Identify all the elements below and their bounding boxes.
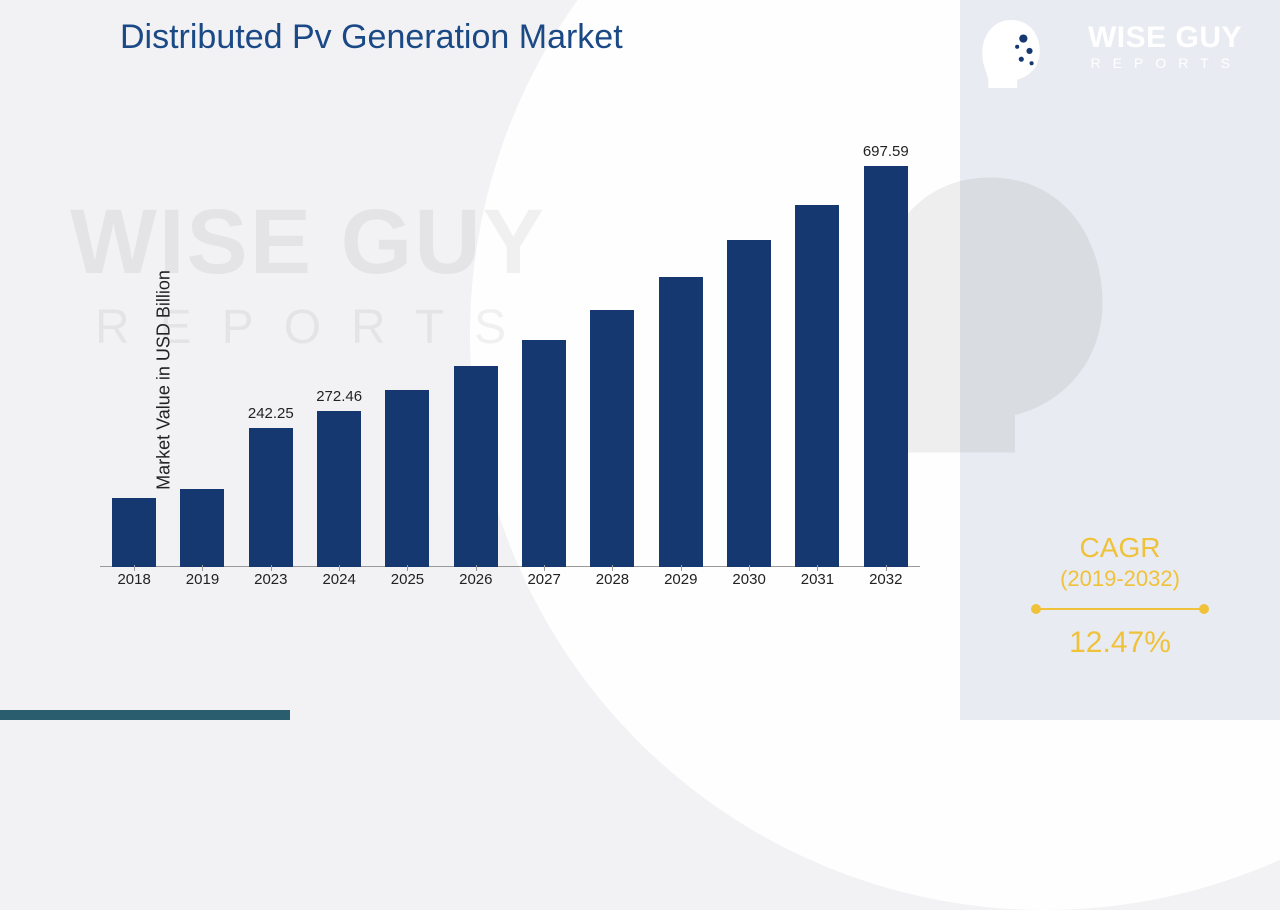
brand-line-2: REPORTS — [1088, 56, 1242, 71]
bar — [317, 411, 361, 567]
bar — [727, 240, 771, 567]
bar-wrap — [578, 310, 646, 567]
x-tick-label: 2023 — [237, 571, 305, 595]
bar — [249, 428, 293, 567]
chart-title: Distributed Pv Generation Market — [120, 18, 623, 57]
x-tick-label: 2025 — [373, 571, 441, 595]
x-tick-label: 2032 — [852, 571, 920, 595]
bar — [454, 366, 498, 567]
bar — [659, 277, 703, 567]
bar — [795, 205, 839, 567]
x-tick-label: 2031 — [783, 571, 851, 595]
bar — [385, 390, 429, 567]
bar-wrap — [373, 390, 441, 567]
x-labels-container: 2018201920232024202520262027202820292030… — [100, 571, 920, 595]
bar — [590, 310, 634, 567]
x-tick-label: 2024 — [305, 571, 373, 595]
bar — [522, 340, 566, 567]
cagr-block: CAGR (2019-2032) 12.47% — [1000, 532, 1240, 660]
x-tick-label: 2028 — [578, 571, 646, 595]
bar-wrap — [647, 277, 715, 567]
cagr-divider — [1035, 608, 1205, 610]
bar — [112, 498, 156, 567]
x-tick-label: 2018 — [100, 571, 168, 595]
bar — [864, 166, 908, 567]
x-tick-label: 2019 — [168, 571, 236, 595]
brand-head-icon — [980, 18, 1042, 90]
canvas: Distributed Pv Generation Market WISE GU… — [0, 0, 1280, 720]
bottom-accent-bar — [0, 710, 290, 720]
bar-wrap — [783, 205, 851, 567]
bar-wrap: 272.46 — [305, 411, 373, 567]
bar-wrap: 242.25 — [237, 428, 305, 567]
x-tick-label: 2029 — [647, 571, 715, 595]
bar-wrap — [100, 498, 168, 567]
bar-wrap — [715, 240, 783, 567]
bar-wrap — [510, 340, 578, 567]
bar — [180, 489, 224, 567]
cagr-label: CAGR — [1000, 532, 1240, 564]
bar-wrap: 697.59 — [852, 166, 920, 567]
bars-container: 242.25272.46697.59 — [100, 165, 920, 567]
brand-line-1: WISE GUY — [1088, 22, 1242, 54]
brand-block: WISE GUY REPORTS — [1088, 22, 1242, 70]
bar-value-label: 242.25 — [248, 405, 294, 422]
cagr-value: 12.47% — [1000, 626, 1240, 660]
x-tick-label: 2026 — [442, 571, 510, 595]
bar-chart: Market Value in USD Billion 242.25272.46… — [70, 165, 920, 595]
bar-value-label: 272.46 — [316, 388, 362, 405]
bar-wrap — [168, 489, 236, 567]
x-tick-label: 2030 — [715, 571, 783, 595]
cagr-range: (2019-2032) — [1000, 566, 1240, 592]
plot-area: 242.25272.46697.59 201820192023202420252… — [100, 165, 920, 595]
bar-value-label: 697.59 — [863, 143, 909, 160]
bar-wrap — [442, 366, 510, 567]
x-tick-label: 2027 — [510, 571, 578, 595]
